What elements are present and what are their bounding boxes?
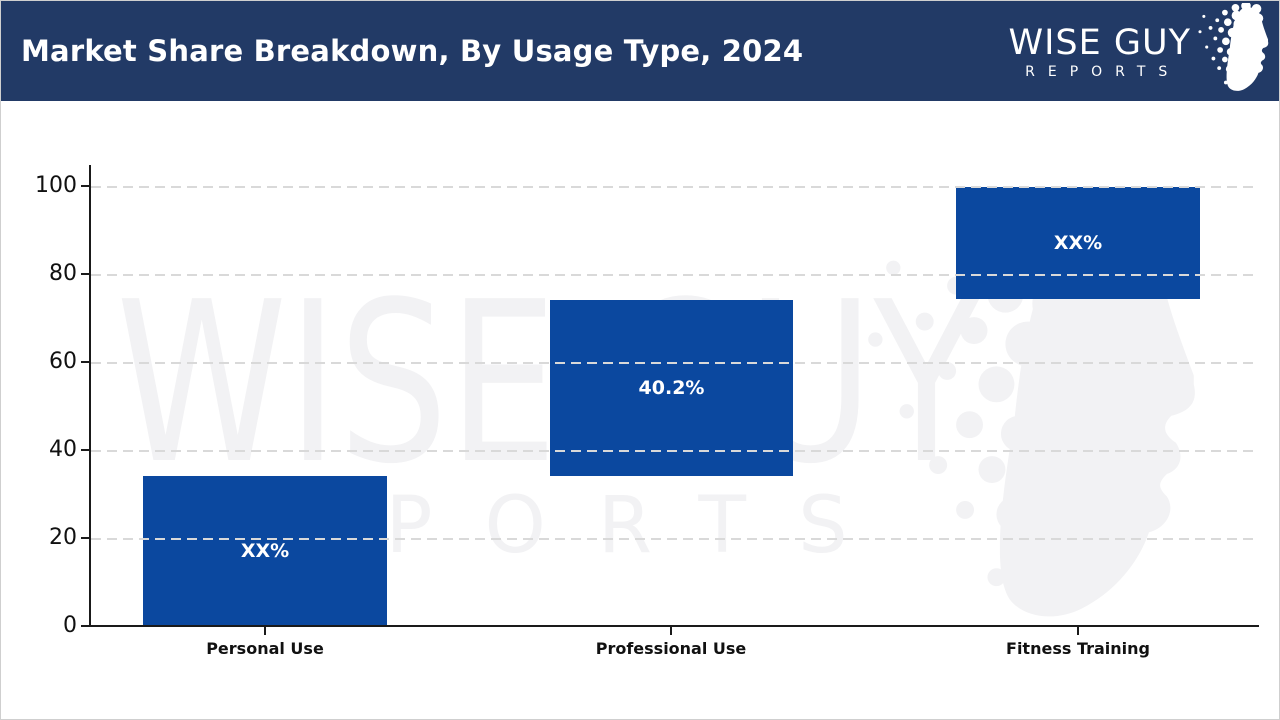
x-category-label: Professional Use [595,639,747,658]
brand-logo-text: WISE GUY REPORTS [1008,25,1191,80]
x-category-label: Fitness Training [1006,639,1150,658]
y-tick-label: 40 [49,437,77,462]
gridline-40 [91,450,1253,452]
bar-value-label: 40.2% [638,377,705,399]
brand-wordmark: WISE GUY [1008,23,1191,64]
y-tick-label: 60 [49,349,77,374]
bar-professional-use: 40.2% [550,300,793,476]
y-tick [81,361,89,363]
page-title: Market Share Breakdown, By Usage Type, 2… [21,34,804,68]
y-tick-label: 80 [49,261,77,286]
y-tick-label: 0 [63,613,77,638]
x-axis-line [89,625,1259,627]
x-tick [264,627,266,635]
gridline-100 [91,186,1253,188]
y-tick-label: 100 [35,173,77,198]
y-tick-label: 20 [49,525,77,550]
y-tick [81,537,89,539]
gridline-20 [91,538,1253,540]
brand-sub-wordmark: REPORTS [1025,63,1181,80]
y-tick [81,449,89,451]
bar-personal-use: XX% [143,476,387,626]
y-axis-line [89,165,91,627]
brand-head-dots-icon [1198,3,1269,91]
watermark-wordmark: WISE GUY [116,255,980,513]
gridline-80 [91,274,1253,276]
x-tick [1077,627,1079,635]
y-tick [81,625,89,627]
gridline-60 [91,362,1253,364]
bar-fitness-training: XX% [956,187,1200,299]
bar-value-label: XX% [240,540,290,562]
bar-value-label: XX% [1053,232,1103,254]
y-tick [81,185,89,187]
y-tick [81,273,89,275]
header-bar: Market Share Breakdown, By Usage Type, 2… [1,1,1279,101]
brand-logo: WISE GUY REPORTS [1008,3,1271,94]
x-tick [670,627,672,635]
x-category-label: Personal Use [206,639,324,658]
